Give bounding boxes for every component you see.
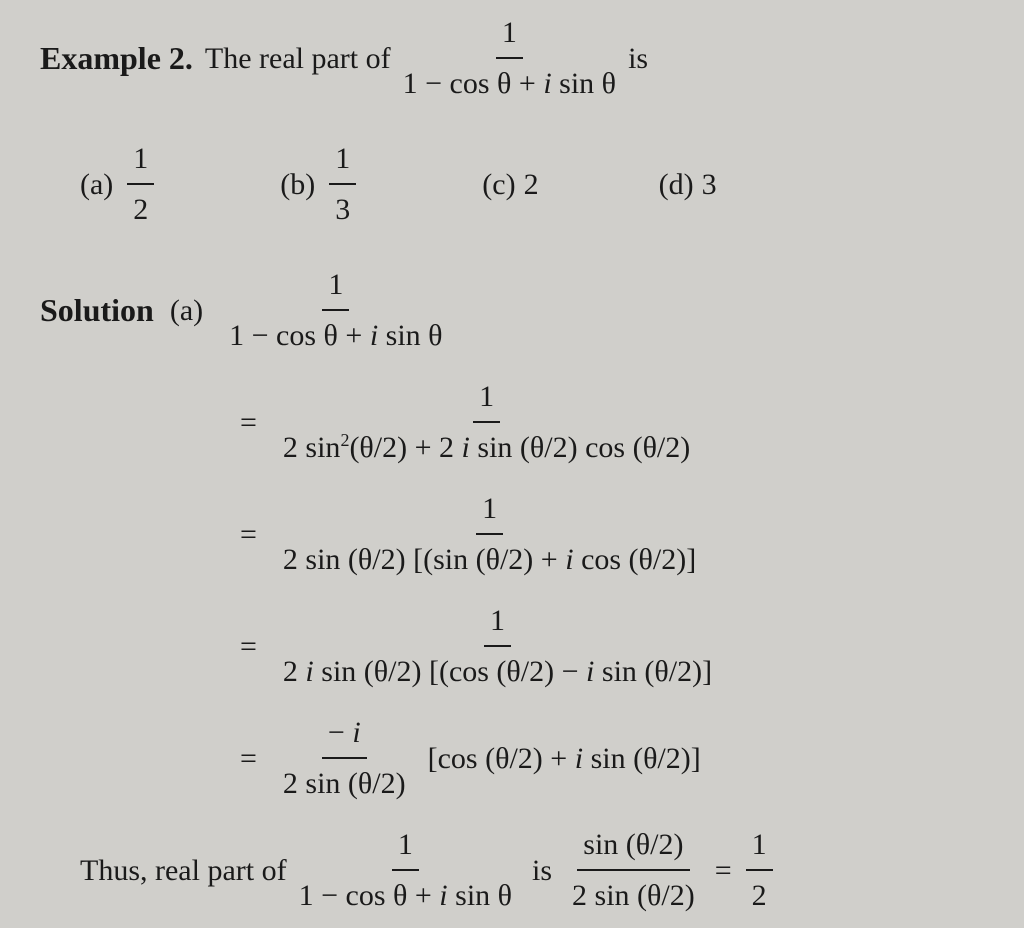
solution-answer-letter: (a) <box>170 288 203 333</box>
solution-line3-num: 1 <box>484 598 511 647</box>
solution-line1: = 1 2 sin2(θ/2) + 2 i sin (θ/2) cos (θ/2… <box>240 374 984 470</box>
solution-first-line: Solution (a) 1 1 − cos θ + i sin θ <box>40 262 984 358</box>
equals-icon: = <box>240 400 257 445</box>
option-d-value: 3 <box>702 162 717 207</box>
option-c: (c) 2 <box>482 162 538 207</box>
solution-line1-num: 1 <box>473 374 500 423</box>
conclusion-frac2-den: 2 sin (θ/2) <box>566 871 701 918</box>
solution-line3-den: 2 i sin (θ/2) [(cos (θ/2) − i sin (θ/2)] <box>277 647 718 694</box>
solution-line1-den: 2 sin2(θ/2) + 2 i sin (θ/2) cos (θ/2) <box>277 423 696 470</box>
solution-line0-frac: 1 1 − cos θ + i sin θ <box>223 262 448 358</box>
option-a-num: 1 <box>127 136 154 185</box>
solution-line4-frac: − i 2 sin (θ/2) <box>277 710 412 806</box>
option-b: (b) 1 3 <box>280 136 362 232</box>
option-a-den: 2 <box>127 185 154 232</box>
solution-line4-num: − i <box>322 710 367 759</box>
option-a: (a) 1 2 <box>80 136 160 232</box>
options-row: (a) 1 2 (b) 1 3 (c) 2 (d) 3 <box>80 136 984 232</box>
conclusion-frac2: sin (θ/2) 2 sin (θ/2) <box>566 822 701 918</box>
prompt-frac-num: 1 <box>496 10 523 59</box>
option-c-label: (c) <box>482 162 515 207</box>
solution-line2-frac: 1 2 sin (θ/2) [(sin (θ/2) + i cos (θ/2)] <box>277 486 702 582</box>
option-b-num: 1 <box>329 136 356 185</box>
example-label: Example 2. <box>40 34 193 82</box>
example-header: Example 2. The real part of 1 1 − cos θ … <box>40 10 984 106</box>
solution-line4: = − i 2 sin (θ/2) [cos (θ/2) + i sin (θ/… <box>240 710 984 806</box>
solution-line2-num: 1 <box>476 486 503 535</box>
solution-line4-den: 2 sin (θ/2) <box>277 759 412 806</box>
prompt-fraction: 1 1 − cos θ + i sin θ <box>397 10 622 106</box>
option-d: (d) 3 <box>659 162 717 207</box>
equals-icon: = <box>240 624 257 669</box>
solution-line4-tail: [cos (θ/2) + i sin (θ/2)] <box>428 736 701 781</box>
conclusion-mid: is <box>532 848 552 893</box>
equals-icon: = <box>240 512 257 557</box>
solution-block: Solution (a) 1 1 − cos θ + i sin θ = 1 2… <box>40 262 984 918</box>
solution-line3-frac: 1 2 i sin (θ/2) [(cos (θ/2) − i sin (θ/2… <box>277 598 718 694</box>
option-b-frac: 1 3 <box>329 136 356 232</box>
option-a-frac: 1 2 <box>127 136 154 232</box>
solution-line0-den: 1 − cos θ + i sin θ <box>223 311 448 358</box>
conclusion-frac1-den: 1 − cos θ + i sin θ <box>293 871 518 918</box>
solution-steps: = 1 2 sin2(θ/2) + 2 i sin (θ/2) cos (θ/2… <box>240 374 984 806</box>
conclusion-frac1-num: 1 <box>392 822 419 871</box>
prompt-prefix: The real part of <box>205 36 391 81</box>
solution-line2-den: 2 sin (θ/2) [(sin (θ/2) + i cos (θ/2)] <box>277 535 702 582</box>
conclusion-frac3-den: 2 <box>746 871 773 918</box>
conclusion-eq: = <box>715 848 732 893</box>
conclusion-frac3: 1 2 <box>746 822 773 918</box>
conclusion-frac2-num: sin (θ/2) <box>577 822 689 871</box>
solution-line3: = 1 2 i sin (θ/2) [(cos (θ/2) − i sin (θ… <box>240 598 984 694</box>
option-b-den: 3 <box>329 185 356 232</box>
conclusion-prefix: Thus, real part of <box>80 848 287 893</box>
conclusion-frac3-num: 1 <box>746 822 773 871</box>
solution-line2: = 1 2 sin (θ/2) [(sin (θ/2) + i cos (θ/2… <box>240 486 984 582</box>
option-a-label: (a) <box>80 162 113 207</box>
prompt-suffix: is <box>628 36 648 81</box>
equals-icon: = <box>240 736 257 781</box>
prompt-frac-den: 1 − cos θ + i sin θ <box>397 59 622 106</box>
solution-label: Solution <box>40 286 154 334</box>
solution-line1-frac: 1 2 sin2(θ/2) + 2 i sin (θ/2) cos (θ/2) <box>277 374 696 470</box>
solution-line0-num: 1 <box>322 262 349 311</box>
option-b-label: (b) <box>280 162 315 207</box>
conclusion-line: Thus, real part of 1 1 − cos θ + i sin θ… <box>80 822 984 918</box>
option-c-value: 2 <box>524 162 539 207</box>
conclusion-frac1: 1 1 − cos θ + i sin θ <box>293 822 518 918</box>
option-d-label: (d) <box>659 162 694 207</box>
